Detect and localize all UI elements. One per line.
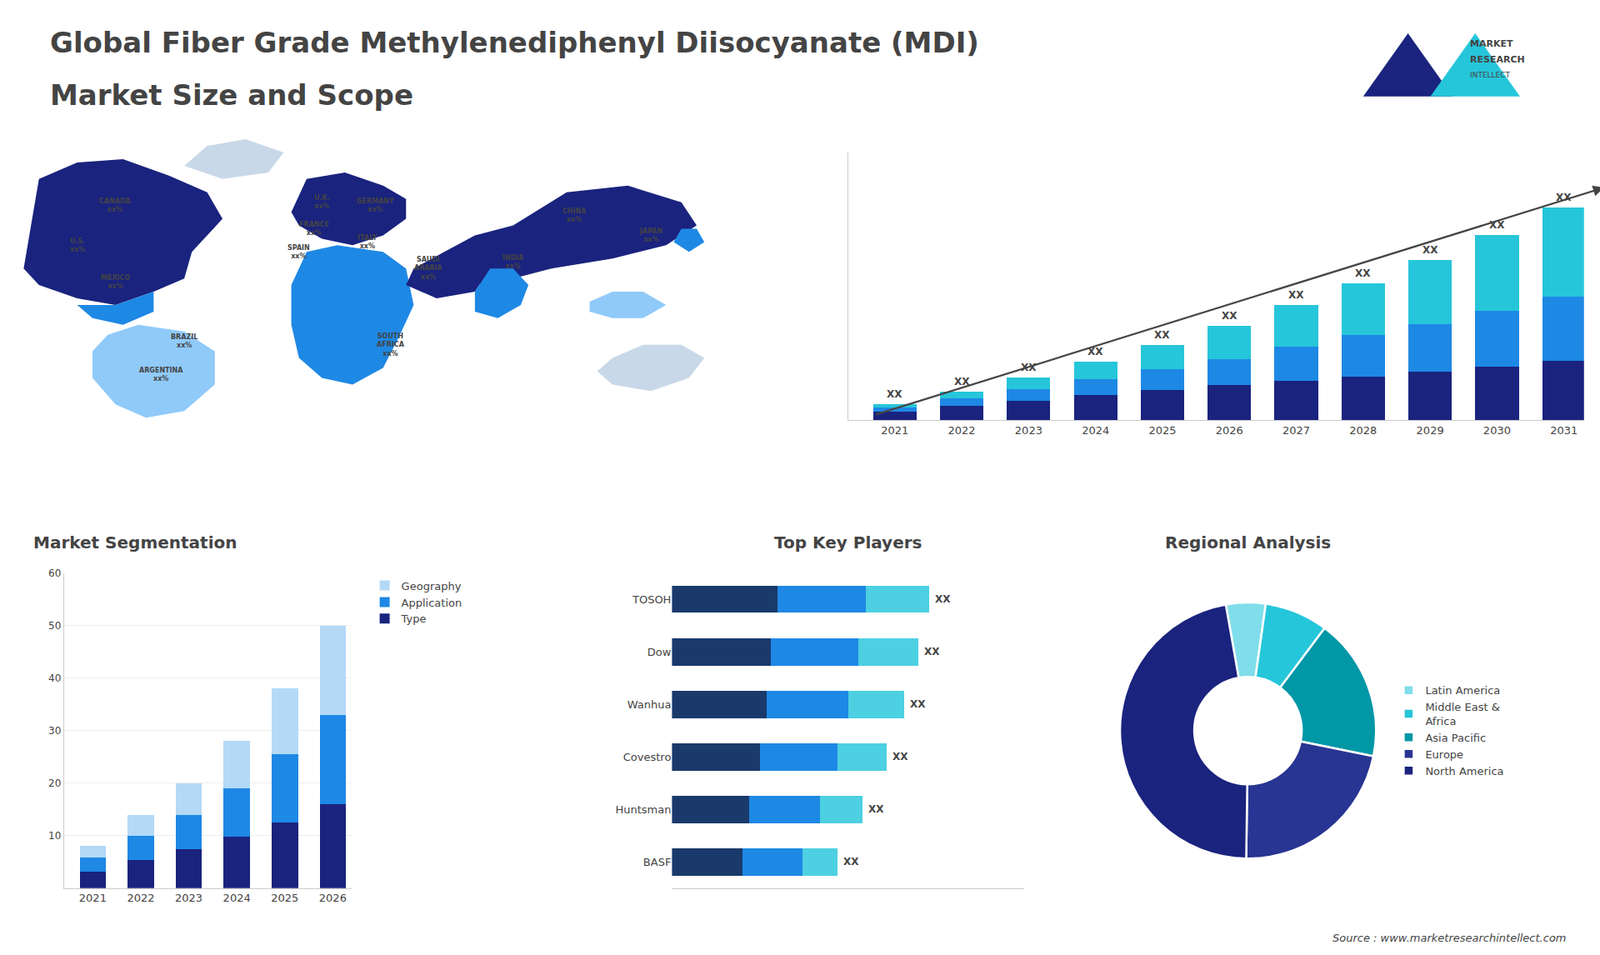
svg-text:Europe: Europe <box>1425 748 1464 761</box>
svg-text:2023: 2023 <box>1015 424 1043 437</box>
svg-text:BASF: BASF <box>643 855 672 869</box>
svg-text:2028: 2028 <box>1349 424 1377 437</box>
svg-text:20: 20 <box>48 777 61 790</box>
svg-text:FRANCExx%: FRANCExx% <box>299 220 330 237</box>
svg-text:XX: XX <box>886 388 903 400</box>
svg-text:Asia Pacific: Asia Pacific <box>1425 731 1486 745</box>
svg-text:2025: 2025 <box>1148 424 1176 437</box>
svg-text:Regional Analysis: Regional Analysis <box>1165 532 1331 553</box>
svg-text:2021: 2021 <box>880 424 909 437</box>
svg-text:60: 60 <box>48 567 61 580</box>
svg-text:50: 50 <box>48 620 61 632</box>
svg-text:Market Size and Scope: Market Size and Scope <box>50 78 414 112</box>
svg-text:XX: XX <box>892 750 909 763</box>
svg-text:Top Key Players: Top Key Players <box>774 532 922 553</box>
svg-text:Middle East &Africa: Middle East &Africa <box>1425 700 1500 728</box>
svg-text:ITALYxx%: ITALYxx% <box>357 234 378 250</box>
svg-text:XX: XX <box>1020 361 1037 374</box>
svg-text:TOSOH: TOSOH <box>631 593 671 606</box>
svg-text:Huntsman: Huntsman <box>615 803 671 816</box>
svg-text:XX: XX <box>910 698 926 710</box>
svg-text:SPAINxx%: SPAINxx% <box>287 244 310 260</box>
svg-text:SOUTHAFRICAxx%: SOUTHAFRICAxx% <box>376 332 405 358</box>
svg-text:XX: XX <box>868 803 885 815</box>
svg-text:U.K.xx%: U.K.xx% <box>314 194 330 210</box>
svg-text:2027: 2027 <box>1282 424 1310 437</box>
svg-text:XX: XX <box>843 855 860 868</box>
svg-text:MEXICOxx%: MEXICOxx% <box>100 274 130 290</box>
svg-text:2024: 2024 <box>1081 424 1110 437</box>
svg-text:2029: 2029 <box>1416 424 1445 437</box>
svg-text:Global Fiber Grade Methylenedi: Global Fiber Grade Methylenediphenyl Dii… <box>50 25 980 60</box>
svg-text:Type: Type <box>400 612 427 625</box>
svg-text:Wanhua: Wanhua <box>627 698 672 711</box>
svg-text:XX: XX <box>1154 329 1170 341</box>
svg-text:XX: XX <box>1087 345 1104 358</box>
svg-text:30: 30 <box>48 725 61 737</box>
svg-text:Dow: Dow <box>647 645 672 659</box>
svg-text:Application: Application <box>401 596 463 610</box>
svg-text:CHINAxx%: CHINAxx% <box>562 207 587 224</box>
svg-text:2030: 2030 <box>1483 424 1511 437</box>
svg-text:2026: 2026 <box>1215 424 1244 437</box>
svg-text:INDIAxx%: INDIAxx% <box>502 254 525 270</box>
svg-text:XX: XX <box>1489 219 1505 231</box>
svg-text:Covestro: Covestro <box>623 750 672 764</box>
svg-text:Geography: Geography <box>401 580 462 593</box>
svg-text:JAPANxx%: JAPANxx% <box>639 227 663 244</box>
svg-text:XX: XX <box>1555 191 1572 204</box>
svg-text:2024: 2024 <box>223 891 251 905</box>
svg-text:North America: North America <box>1425 765 1504 778</box>
svg-text:U.S.xx%: U.S.xx% <box>70 237 85 254</box>
svg-text:XX: XX <box>1422 244 1439 256</box>
svg-text:2025: 2025 <box>270 891 299 905</box>
svg-text:Market Segmentation: Market Segmentation <box>33 532 238 553</box>
svg-text:XX: XX <box>935 593 951 605</box>
svg-text:XX: XX <box>924 645 940 658</box>
svg-text:XX: XX <box>1288 289 1305 301</box>
svg-text:10: 10 <box>48 830 61 842</box>
svg-text:XX: XX <box>954 375 970 388</box>
svg-text:BRAZILxx%: BRAZILxx% <box>170 333 198 350</box>
svg-text:MARKET: MARKET <box>1470 38 1514 50</box>
svg-text:Source : www.marketresearchint: Source : www.marketresearchintellect.com <box>1332 931 1567 945</box>
svg-text:2023: 2023 <box>175 891 203 905</box>
svg-text:GERMANYxx%: GERMANYxx% <box>356 197 395 214</box>
svg-text:2021: 2021 <box>79 891 107 905</box>
svg-text:RESEARCH: RESEARCH <box>1470 54 1525 65</box>
svg-text:CANADAxx%: CANADAxx% <box>99 197 132 214</box>
svg-text:2022: 2022 <box>948 424 976 437</box>
svg-text:SAUDIARABIAxx%: SAUDIARABIAxx% <box>414 255 444 281</box>
svg-text:40: 40 <box>48 672 61 685</box>
svg-text:ARGENTINAxx%: ARGENTINAxx% <box>139 366 184 383</box>
svg-text:XX: XX <box>1221 310 1238 322</box>
svg-text:Latin America: Latin America <box>1425 684 1500 697</box>
svg-text:2022: 2022 <box>126 891 155 905</box>
svg-text:2031: 2031 <box>1550 424 1578 437</box>
svg-text:XX: XX <box>1355 267 1371 280</box>
svg-text:INTELLECT: INTELLECT <box>1470 70 1511 80</box>
svg-text:2026: 2026 <box>319 891 347 905</box>
